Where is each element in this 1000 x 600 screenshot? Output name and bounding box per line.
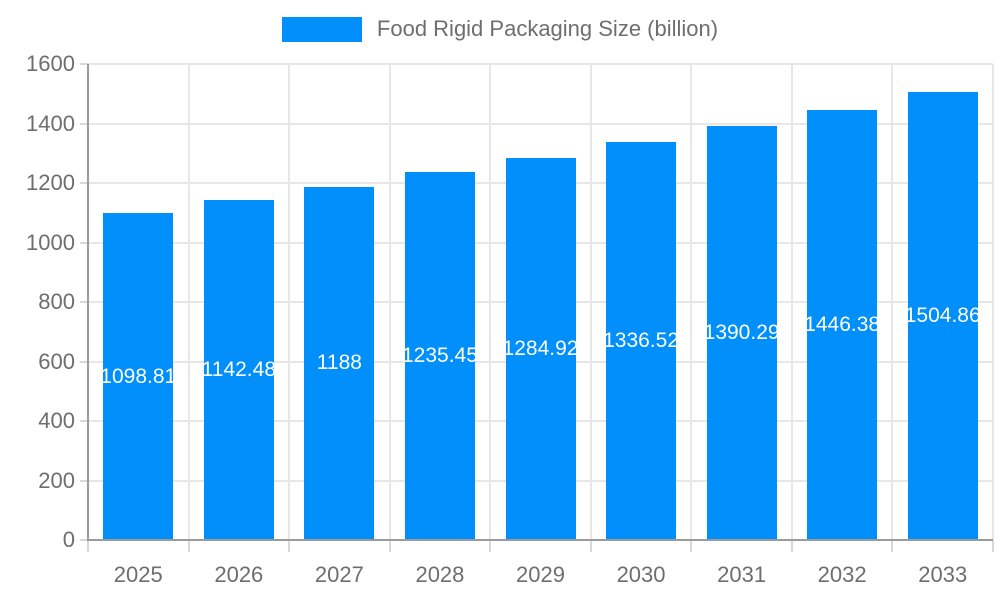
- h-gridline: [88, 63, 993, 65]
- v-gridline: [589, 64, 592, 540]
- x-axis-label: 2027: [314, 562, 364, 587]
- y-axis-tick: [80, 360, 88, 363]
- x-axis-tick: [388, 540, 391, 552]
- bar-2025[interactable]: 1098.81: [103, 213, 174, 540]
- y-axis-label: 1600: [26, 51, 75, 76]
- x-axis-label: 2026: [214, 562, 264, 587]
- bar-value-label: 1504.86: [907, 304, 978, 328]
- y-axis-label: 800: [38, 289, 75, 314]
- legend-label: Food Rigid Packaging Size (billion): [376, 16, 719, 41]
- y-axis-tick: [80, 122, 88, 125]
- bar-2029[interactable]: 1284.92: [505, 157, 576, 540]
- x-axis-label: 2032: [817, 562, 867, 587]
- v-gridline: [288, 64, 291, 540]
- y-axis-tick: [80, 479, 88, 482]
- bar-value-label: 1142.48: [203, 358, 274, 382]
- bar-2031[interactable]: 1390.29: [706, 126, 777, 540]
- v-gridline: [690, 64, 693, 540]
- y-axis-tick: [80, 241, 88, 244]
- v-gridline: [790, 64, 793, 540]
- y-axis-tick: [80, 420, 88, 422]
- legend-marker-icon: [281, 16, 362, 42]
- bar-value-label: 1390.29: [706, 321, 777, 345]
- h-gridline: [88, 122, 993, 125]
- x-axis-label: 2031: [717, 562, 767, 587]
- bar-2028[interactable]: 1235.45: [404, 172, 475, 540]
- y-axis-label: 1000: [26, 229, 75, 255]
- x-axis-tick: [288, 540, 291, 552]
- v-gridline: [992, 64, 994, 540]
- x-axis-tick: [992, 540, 994, 552]
- y-axis-tick: [80, 301, 88, 303]
- y-axis-label: 600: [38, 348, 75, 374]
- bar-2027[interactable]: 1188: [304, 186, 375, 540]
- bar-value-label: 1284.92: [505, 336, 576, 360]
- bar-value-label: 1235.45: [404, 344, 475, 368]
- bar-2032[interactable]: 1446.38: [807, 109, 878, 540]
- x-axis-label: 2025: [113, 562, 163, 587]
- x-axis-label: 2033: [918, 562, 968, 587]
- bar-value-label: 1188: [316, 351, 362, 375]
- y-axis-line: [87, 64, 89, 540]
- y-axis-label: 400: [38, 408, 75, 433]
- bar-value-label: 1446.38: [807, 312, 878, 336]
- v-gridline: [187, 64, 190, 540]
- bar-2026[interactable]: 1142.48: [203, 200, 274, 540]
- v-gridline: [388, 64, 391, 540]
- x-axis-tick: [489, 540, 492, 552]
- x-axis-label: 2030: [616, 562, 666, 587]
- bar-2033[interactable]: 1504.86: [907, 92, 978, 540]
- y-axis-label: 1400: [26, 110, 75, 136]
- y-axis-label: 0: [62, 527, 75, 552]
- legend[interactable]: Food Rigid Packaging Size (billion): [0, 16, 1000, 42]
- x-axis-tick: [891, 540, 894, 552]
- y-axis-label: 200: [38, 467, 75, 493]
- bar-value-label: 1098.81: [103, 364, 174, 388]
- y-axis-label: 1200: [26, 170, 75, 195]
- x-axis-tick: [690, 540, 693, 552]
- x-axis-line: [87, 539, 993, 541]
- x-axis-tick: [87, 540, 89, 552]
- x-axis-tick: [187, 540, 190, 552]
- x-axis-tick: [790, 540, 793, 552]
- y-axis-tick: [80, 63, 88, 65]
- y-axis-tick: [80, 182, 88, 184]
- x-axis-label: 2028: [415, 562, 465, 587]
- bar-value-label: 1336.52: [606, 329, 677, 353]
- x-axis-tick: [589, 540, 592, 552]
- x-axis-label: 2029: [516, 562, 565, 587]
- bar-2030[interactable]: 1336.52: [606, 142, 677, 540]
- v-gridline: [891, 64, 894, 540]
- y-axis-tick: [80, 539, 88, 541]
- v-gridline: [489, 64, 492, 540]
